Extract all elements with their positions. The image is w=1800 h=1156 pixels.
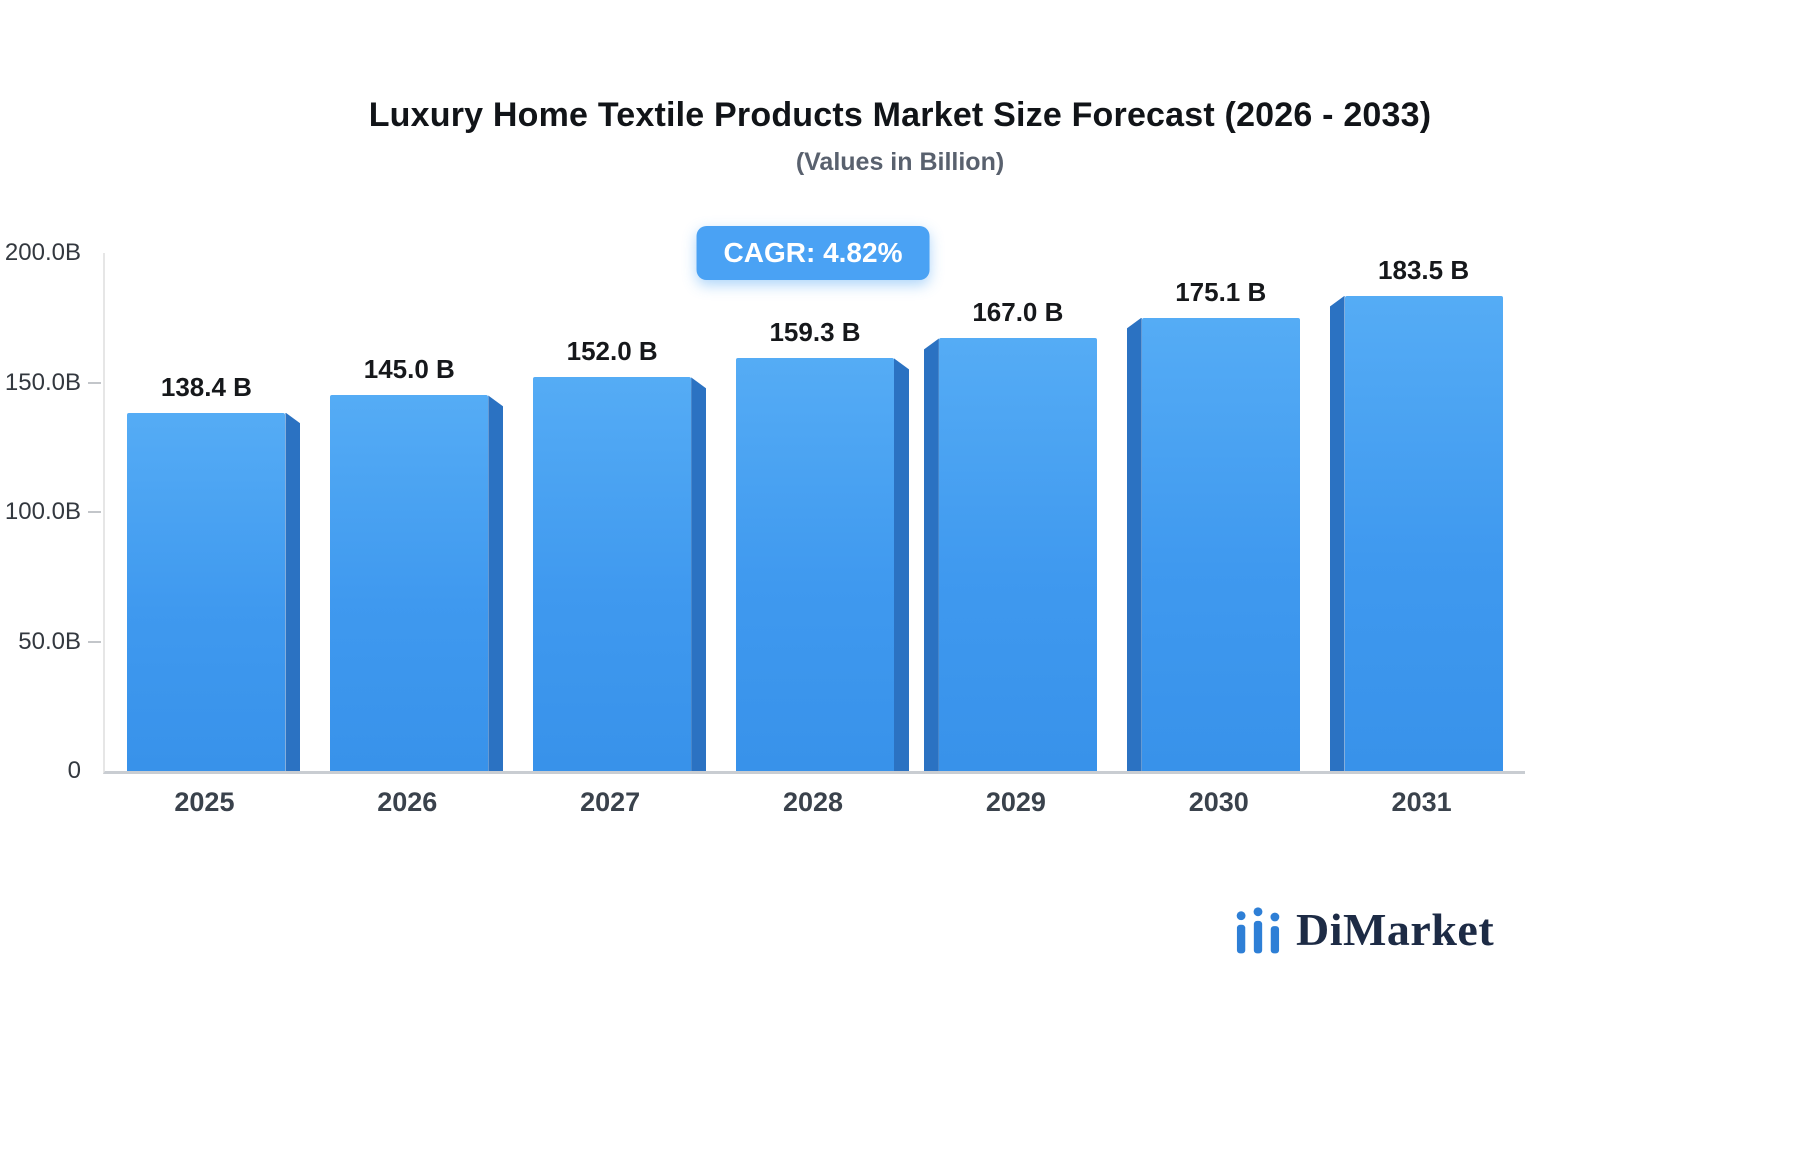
bar-value-label: 183.5 B [1378,254,1470,285]
bar-2027[interactable] [533,377,707,771]
x-axis-label-2026: 2026 [377,787,438,817]
y-axis-tick-label: 200.0B [4,239,81,266]
brand-name: DiMarket [1296,904,1495,955]
bar-column-2025: 138.4 B [105,253,308,771]
bar-value-label: 145.0 B [363,354,455,385]
bar-value-label: 138.4 B [160,371,252,402]
bar-side-face [488,395,504,771]
bar-value-label: 175.1 B [1175,276,1267,307]
bar-2029[interactable] [923,338,1097,771]
bar-2025[interactable] [127,412,301,771]
y-axis-tick-mark [88,511,101,513]
y-axis-tick-mark [88,640,101,643]
x-axis-label-2030: 2030 [1188,787,1249,817]
bar-2030[interactable] [1126,317,1300,771]
bar-column-2027: 152.0 B [511,253,714,771]
bar-value-label: 159.3 B [769,317,861,348]
chart-title: Luxury Home Textile Products Market Size… [368,96,1432,134]
x-axis-label-2028: 2028 [782,787,844,817]
bar-column-2026: 145.0 B [308,253,511,771]
bar-value-label: 167.0 B [972,297,1064,328]
x-axis-label-2029: 2029 [985,787,1046,817]
cagr-badge: CAGR: 4.82% [696,226,930,280]
y-axis-tick-label: 50.0B [18,627,81,655]
x-axis-label-2025: 2025 [174,787,235,817]
bar-column-2029: 167.0 B [916,253,1119,771]
brand-logo: DiMarket [1232,903,1494,956]
bar-column-2030: 175.1 B [1119,253,1322,771]
y-axis: 200.0B 150.0B 100.0B 50.0B 0 [3,239,103,784]
x-axis-label-2031: 2031 [1391,787,1452,817]
y-axis-tick-label: 0 [67,757,81,784]
bar-side-face [923,338,939,771]
y-axis-tick-label: 100.0B [4,498,81,525]
bar-value-label: 152.0 B [566,336,658,367]
x-axis: 2025 2026 2027 2028 2029 2030 2031 [103,787,1523,818]
bar-2026[interactable] [330,395,504,771]
chart-subtitle: (Values in Billion) [795,148,1005,176]
y-axis-tick-label: 150.0B [4,368,81,396]
bar-side-face [1126,317,1142,771]
bar-chart: CAGR: 4.82% 200.0B 150.0B 100.0B 50.0B 0 138… [5,226,1525,817]
bar-column-2028: 159.3 B [714,253,917,771]
bar-side-face [1329,295,1345,771]
bar-side-face [894,358,909,771]
bar-2028[interactable] [736,358,909,771]
bar-side-face [285,412,301,771]
bar-column-2031: 183.5 B [1322,253,1525,771]
plot-area: 138.4 B 145.0 B 152.0 B 159.3 B 167.0 B 175.1… [103,253,1525,774]
x-axis-label-2027: 2027 [580,787,641,817]
bar-side-face [691,377,707,771]
bar-chart-logo-icon [1236,906,1280,953]
y-axis-tick-mark [88,381,101,384]
bar-2031[interactable] [1329,295,1503,771]
